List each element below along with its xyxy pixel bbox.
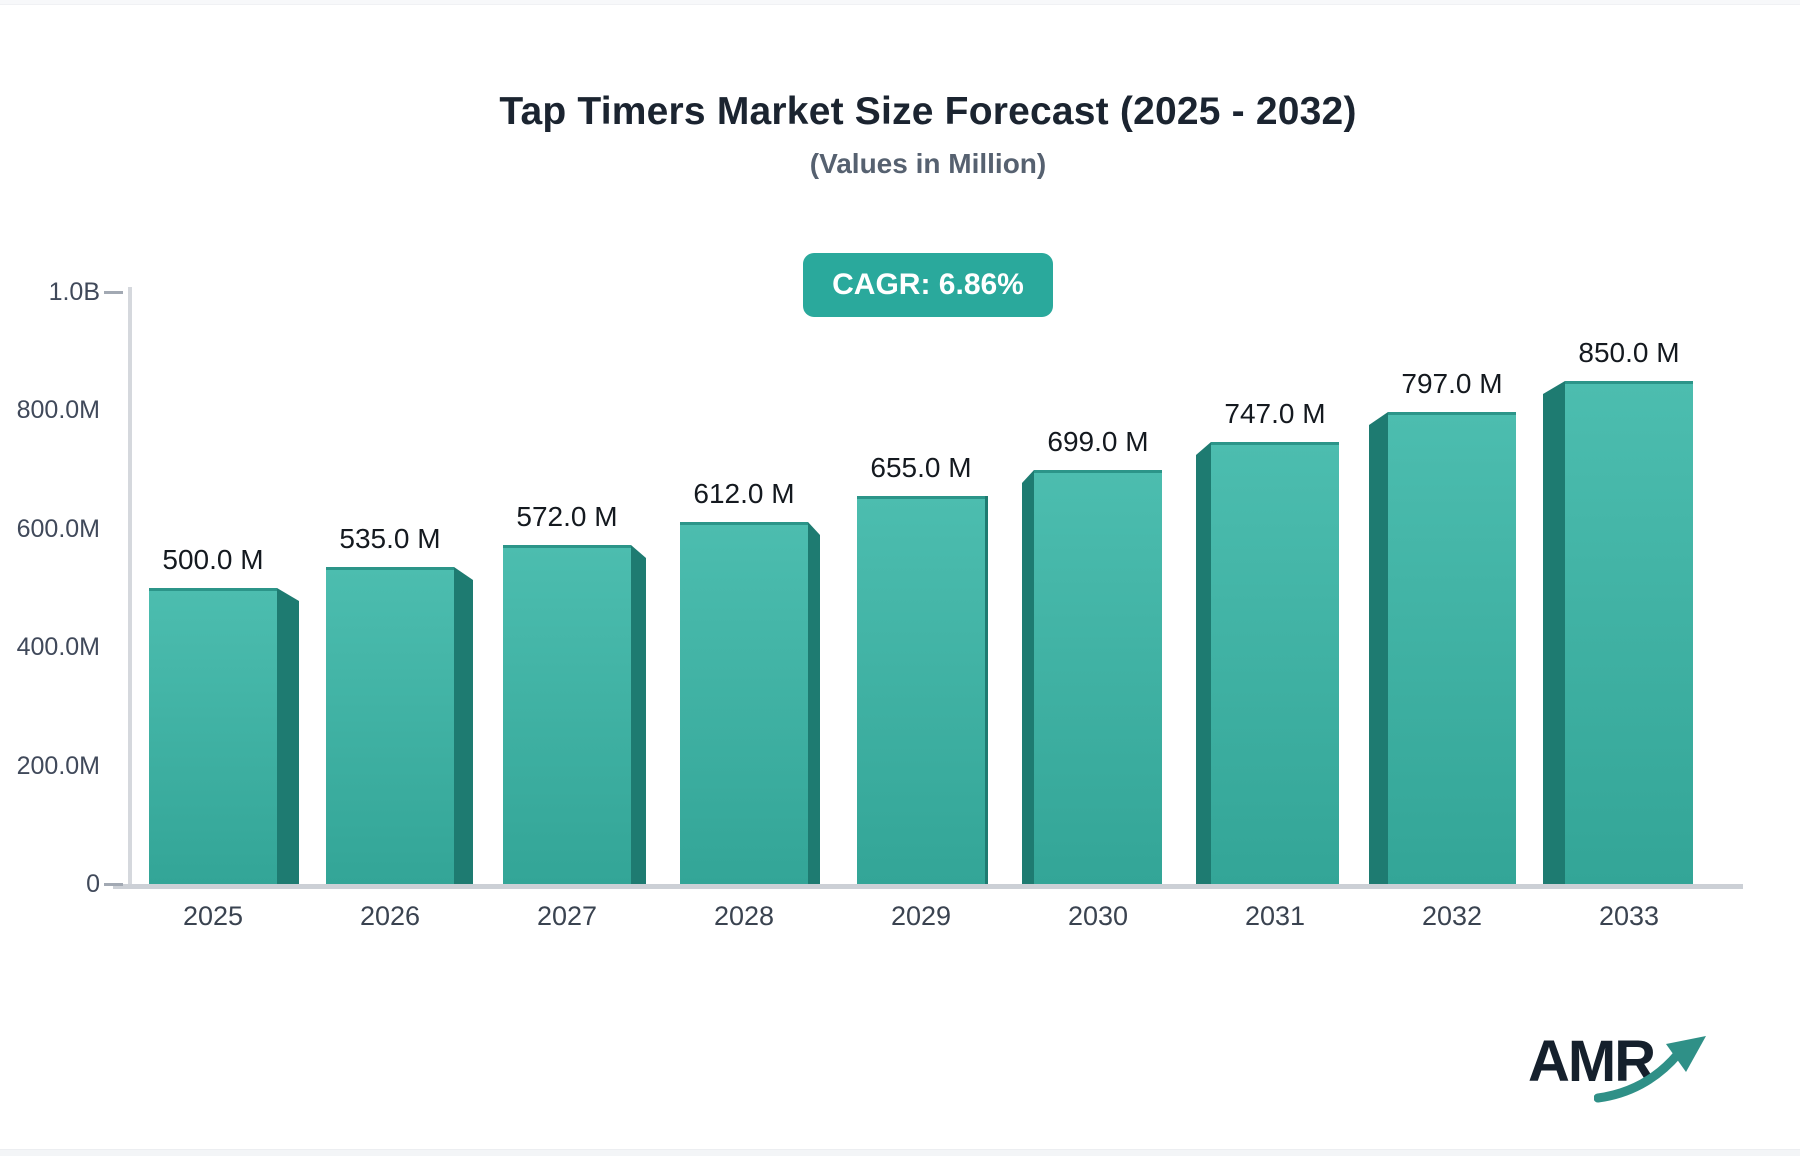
bar-side-face [631, 545, 646, 884]
bar-side-face [1022, 470, 1034, 884]
x-tick-label: 2031 [1244, 901, 1306, 931]
bar-value-label: 850.0 M [1578, 337, 1680, 368]
cagr-badge: CAGR: 6.86% [803, 253, 1053, 317]
x-tick-label: 2033 [1598, 901, 1660, 931]
bar [503, 545, 631, 884]
amr-logo: AMR [1528, 1028, 1748, 1108]
bar-value-label: 535.0 M [339, 523, 441, 554]
chart-subtitle: (Values in Million) [809, 148, 1047, 179]
x-tick-label: 2027 [536, 901, 598, 931]
y-axis-line [128, 287, 132, 884]
bar-value-label: 655.0 M [870, 452, 972, 483]
y-tick-label: 800.0M [16, 396, 100, 425]
y-tick-label: 400.0M [16, 633, 100, 662]
x-tick-label: 2028 [713, 901, 775, 931]
growth-arrow-icon [1594, 1036, 1706, 1103]
bar-value-label: 699.0 M [1047, 426, 1149, 457]
bar [1034, 470, 1162, 884]
bar-side-face [277, 588, 299, 884]
bar-value-label: 612.0 M [693, 478, 795, 509]
bar-side-face [1369, 412, 1388, 884]
x-tick-label: 2030 [1067, 901, 1129, 931]
bar-value-label: 500.0 M [162, 544, 264, 575]
y-tick-mark [104, 291, 123, 294]
bar [1565, 381, 1693, 884]
bar-side-face [1543, 381, 1565, 884]
x-tick-label: 2026 [359, 901, 421, 931]
bar [1388, 412, 1516, 884]
y-tick-label: 200.0M [16, 751, 100, 780]
bar-side-face [985, 496, 988, 884]
bar-value-label: 747.0 M [1224, 398, 1326, 429]
bar [1211, 442, 1339, 884]
chart-title: Tap Timers Market Size Forecast (2025 - … [499, 90, 1357, 133]
y-tick-label: 600.0M [16, 514, 100, 543]
bar-side-face [808, 522, 820, 884]
bar-value-label: 572.0 M [516, 501, 618, 532]
bar [857, 496, 985, 884]
window-edge-top [0, 0, 1800, 5]
bar [326, 567, 454, 884]
bar [149, 588, 277, 884]
y-tick-label: 1.0B [48, 278, 100, 306]
bar [680, 522, 808, 884]
x-tick-label: 2025 [182, 901, 244, 931]
x-tick-label: 2032 [1421, 901, 1483, 931]
y-tick-mark [104, 883, 123, 886]
bar-value-label: 797.0 M [1401, 368, 1503, 399]
x-axis-baseline [113, 884, 1743, 889]
bar-side-face [1196, 442, 1211, 884]
x-tick-label: 2029 [890, 901, 952, 931]
cagr-badge-wrap: CAGR: 6.86% [56, 253, 1800, 317]
y-tick-label: 0 [86, 870, 100, 898]
bar-side-face [454, 567, 473, 884]
window-edge-bottom [0, 1149, 1800, 1156]
